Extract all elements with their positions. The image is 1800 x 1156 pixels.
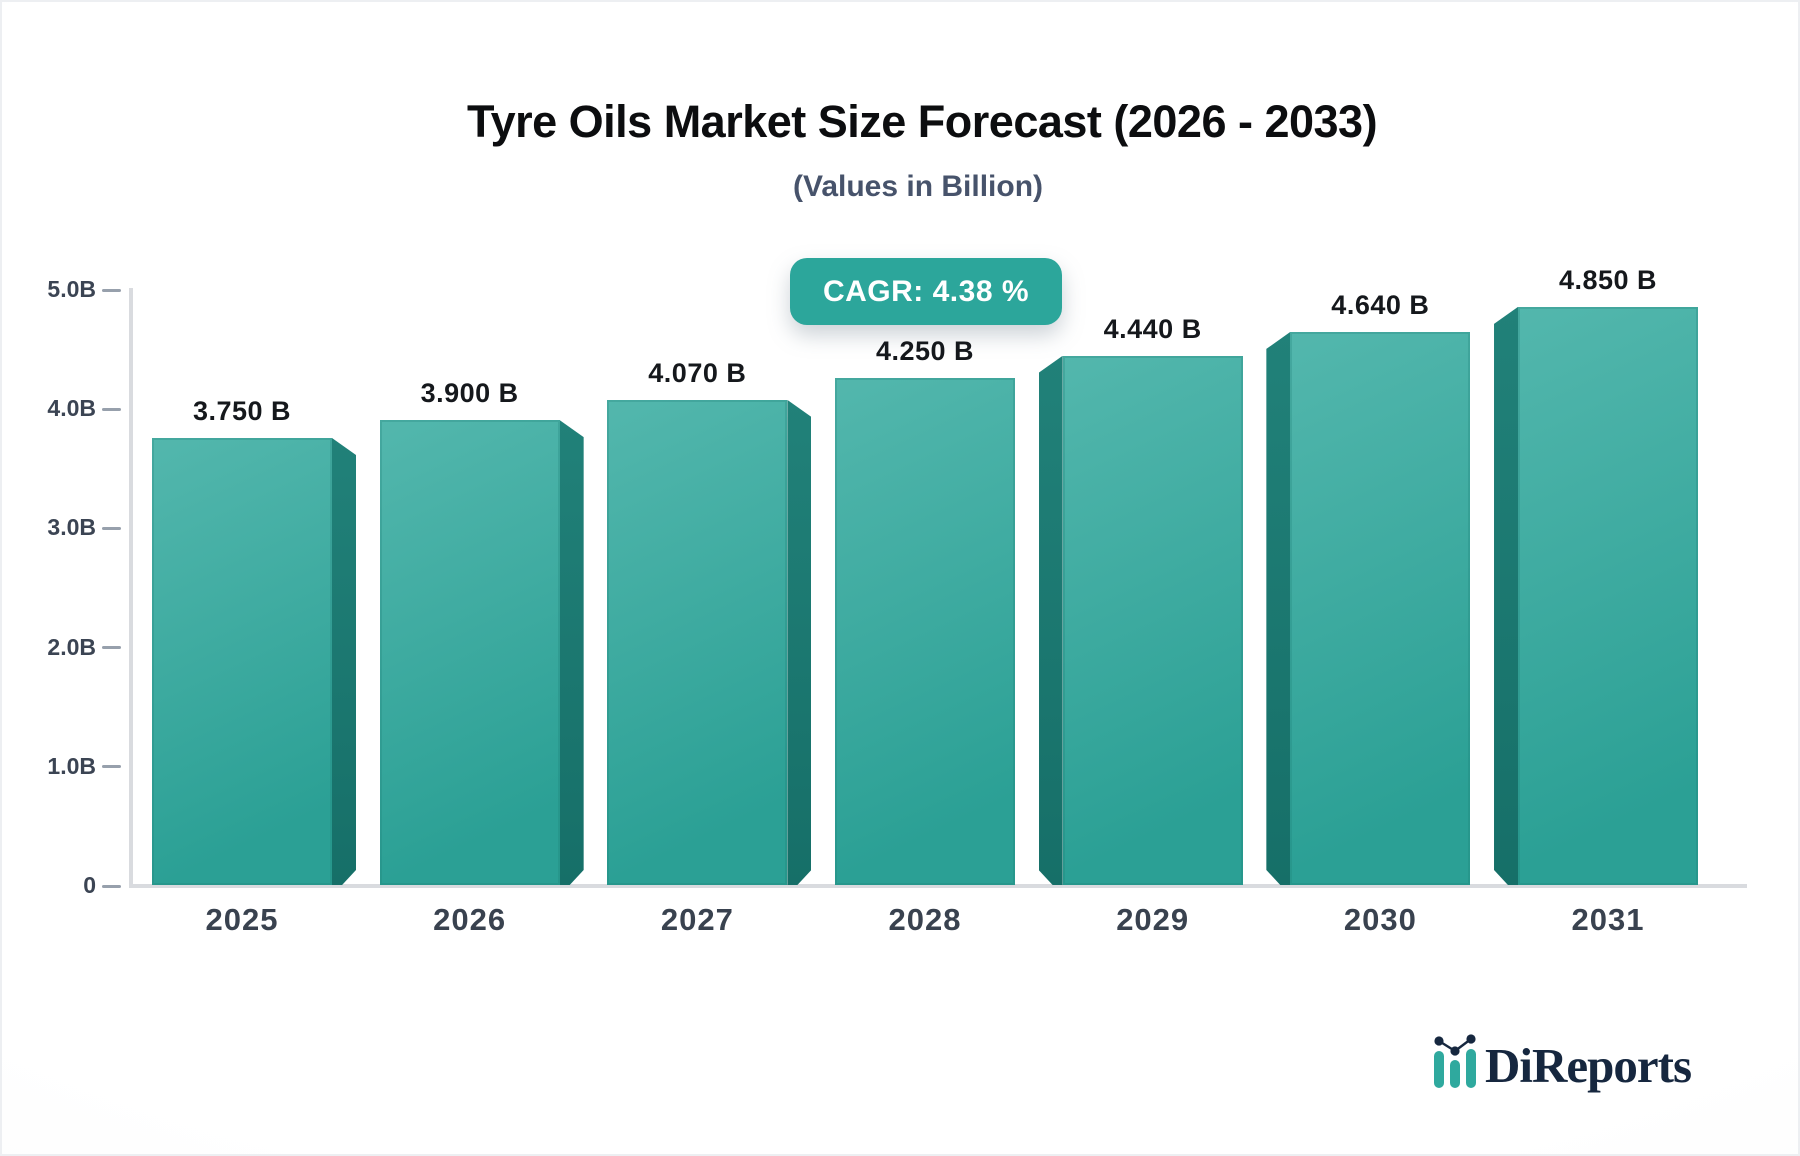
x-label-2031: 2031 bbox=[1571, 902, 1645, 937]
y-tick-label: 4.0B bbox=[47, 395, 96, 422]
bar-group-2026: 3.900 B bbox=[379, 378, 560, 885]
bar-2026[interactable] bbox=[379, 420, 560, 885]
x-label-2025: 2025 bbox=[205, 902, 279, 937]
value-label-2028: 4.250 B bbox=[875, 336, 975, 367]
y-tick-dash bbox=[102, 765, 121, 769]
bar-2031[interactable] bbox=[1518, 306, 1699, 885]
logo-text: DiReports bbox=[1485, 1038, 1692, 1093]
chart-subtitle: (Values in Billion) bbox=[792, 170, 1044, 203]
bar-2027[interactable] bbox=[607, 399, 788, 885]
chart-title: Tyre Oils Market Size Forecast (2026 - 2… bbox=[466, 96, 1378, 147]
y-tick-dash bbox=[102, 526, 121, 530]
bar-3d-side-2027 bbox=[787, 400, 811, 885]
bar-2028[interactable] bbox=[835, 378, 1015, 885]
x-label-2028: 2028 bbox=[888, 902, 962, 937]
y-tick-dash bbox=[102, 646, 121, 650]
bar-3d-side-2025 bbox=[332, 438, 356, 885]
bar-3d-side-2029 bbox=[1039, 356, 1063, 885]
value-label-2029: 4.440 B bbox=[1103, 313, 1202, 344]
y-tick-dash bbox=[102, 407, 121, 411]
mini-bar-chart-icon bbox=[1434, 1034, 1476, 1088]
bar-2030[interactable] bbox=[1290, 331, 1471, 885]
bar-group-2030: 4.640 B bbox=[1290, 290, 1471, 885]
y-tick-label: 3.0B bbox=[47, 514, 96, 541]
bar-2025[interactable] bbox=[152, 438, 332, 885]
x-label-2027: 2027 bbox=[660, 902, 734, 937]
y-tick-label: 1.0B bbox=[47, 752, 96, 779]
y-tick-label: 2.0B bbox=[47, 633, 96, 660]
bar-group-2027: 4.070 B bbox=[607, 358, 788, 885]
y-axis-line bbox=[129, 288, 133, 886]
bar-group-2029: 4.440 B bbox=[1062, 314, 1243, 885]
value-label-2031: 4.850 B bbox=[1558, 264, 1658, 295]
bar-3d-side-2031 bbox=[1494, 307, 1518, 885]
value-label-2027: 4.070 B bbox=[648, 357, 747, 388]
y-tick-label: 5.0B bbox=[47, 276, 96, 302]
bar-3d-side-2026 bbox=[560, 420, 584, 885]
bar-group-2025: 3.750 B bbox=[152, 396, 332, 885]
bar-2029[interactable] bbox=[1062, 355, 1243, 885]
cagr-badge-label: CAGR: 4.38 % bbox=[822, 274, 1030, 308]
bar-group-2031: 4.850 B bbox=[1518, 265, 1699, 885]
bar-3d-side-2030 bbox=[1266, 332, 1290, 885]
bar-group-2028: 4.250 B bbox=[835, 336, 1015, 885]
y-tick-dash bbox=[102, 288, 121, 292]
cagr-badge: CAGR: 4.38 % bbox=[790, 258, 1062, 325]
value-label-2025: 3.750 B bbox=[192, 396, 292, 426]
x-label-2030: 2030 bbox=[1343, 902, 1417, 937]
direports-logo: DiReports bbox=[1432, 1030, 1692, 1093]
value-label-2026: 3.900 B bbox=[420, 378, 519, 409]
y-tick-label: 0 bbox=[83, 872, 96, 898]
value-label-2030: 4.640 B bbox=[1331, 289, 1430, 320]
y-tick-dash bbox=[102, 884, 121, 888]
x-axis-baseline bbox=[129, 884, 1747, 888]
x-label-2029: 2029 bbox=[1116, 902, 1190, 937]
x-label-2026: 2026 bbox=[433, 902, 507, 937]
